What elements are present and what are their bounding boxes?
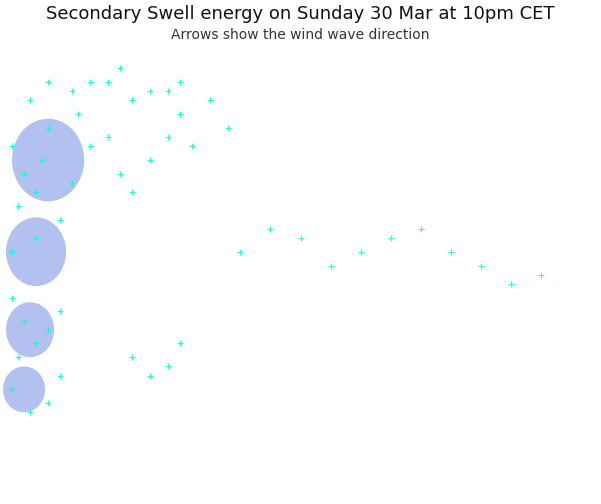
Ellipse shape — [6, 217, 66, 286]
Ellipse shape — [12, 119, 84, 201]
Text: Secondary Swell energy on Sunday 30 Mar at 10pm CET: Secondary Swell energy on Sunday 30 Mar … — [46, 5, 555, 23]
Text: Arrows show the wind wave direction: Arrows show the wind wave direction — [171, 28, 430, 42]
Ellipse shape — [6, 302, 54, 357]
Ellipse shape — [3, 366, 45, 412]
